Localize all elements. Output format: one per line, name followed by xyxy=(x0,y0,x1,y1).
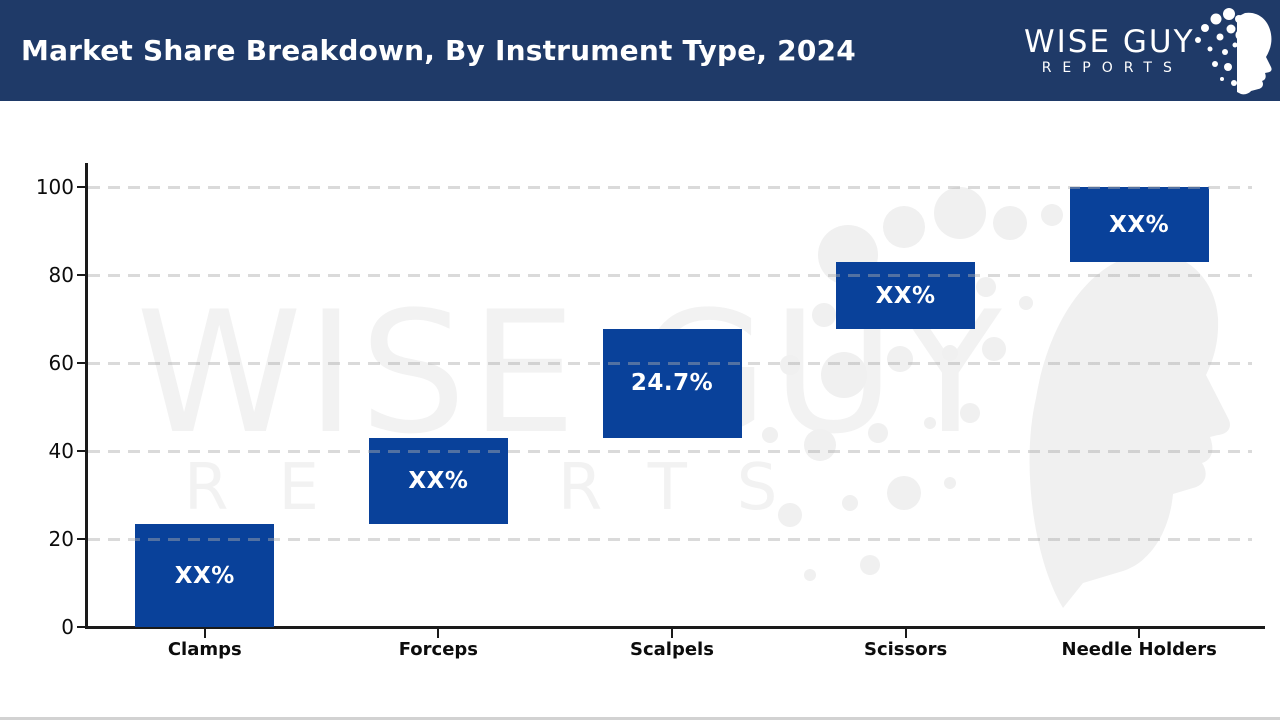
y-tick-mark xyxy=(77,626,86,628)
bar-segment-needle-holders: XX% xyxy=(1069,187,1209,263)
gridline-y-20 xyxy=(88,538,1252,541)
y-tick-label: 60 xyxy=(48,351,74,375)
gridline-y-100 xyxy=(88,186,1252,189)
x-tick-mark xyxy=(904,629,907,638)
y-tick-label: 40 xyxy=(48,439,74,463)
logo-wordmark-line1: WISE GUY xyxy=(1024,23,1195,60)
header-band: Market Share Breakdown, By Instrument Ty… xyxy=(0,0,1280,101)
bar-value-label: XX% xyxy=(875,282,936,309)
y-tick-mark xyxy=(77,362,86,364)
plot-area: XX% XX% 24.7% XX% XX% xyxy=(88,163,1256,627)
bar-value-label: XX% xyxy=(174,562,235,589)
bar-value-label: 24.7% xyxy=(630,370,714,397)
bar-value-label: XX% xyxy=(408,467,469,494)
x-tick-mark xyxy=(671,629,673,638)
x-tick-mark xyxy=(203,629,206,638)
x-axis-label-needle-holders: Needle Holders xyxy=(1061,639,1217,660)
bar-segment-clamps: XX% xyxy=(135,524,275,627)
logo-wordmark-line2: REPORTS xyxy=(1041,60,1183,77)
x-axis-spine xyxy=(85,626,1265,629)
y-tick-mark xyxy=(77,450,86,452)
y-tick-label: 100 xyxy=(35,175,74,199)
y-axis-spine xyxy=(85,163,88,629)
x-tick-mark xyxy=(1138,629,1141,638)
gridline-y-60 xyxy=(88,362,1252,365)
y-tick-label: 80 xyxy=(48,263,74,287)
gridline-y-40 xyxy=(88,450,1252,453)
y-tick-mark xyxy=(77,538,86,540)
gridline-y-80 xyxy=(88,274,1252,277)
y-tick-label: 20 xyxy=(48,527,74,551)
bar-segment-scissors: XX% xyxy=(836,262,976,330)
head-profile-dots-icon xyxy=(1194,8,1272,95)
y-tick-mark xyxy=(77,186,86,188)
watermark-head-profile-dots xyxy=(762,187,1230,608)
x-axis-label-scalpels: Scalpels xyxy=(630,639,714,660)
x-axis-label-clamps: Clamps xyxy=(167,639,242,660)
bar-segment-forceps: XX% xyxy=(368,437,508,525)
y-tick-label: 0 xyxy=(61,615,74,639)
wise-guy-reports-logo: WISE GUY REPORTS xyxy=(1024,6,1272,96)
logo-wordmark: WISE GUY REPORTS xyxy=(1024,26,1195,77)
y-tick-mark xyxy=(77,274,86,276)
bar-segment-scalpels: 24.7% xyxy=(602,329,742,438)
x-axis-label-scissors: Scissors xyxy=(863,639,948,660)
page-title: Market Share Breakdown, By Instrument Ty… xyxy=(21,34,856,67)
bar-value-label: XX% xyxy=(1109,211,1170,238)
x-axis-label-forceps: Forceps xyxy=(398,639,479,660)
x-tick-mark xyxy=(437,629,440,638)
